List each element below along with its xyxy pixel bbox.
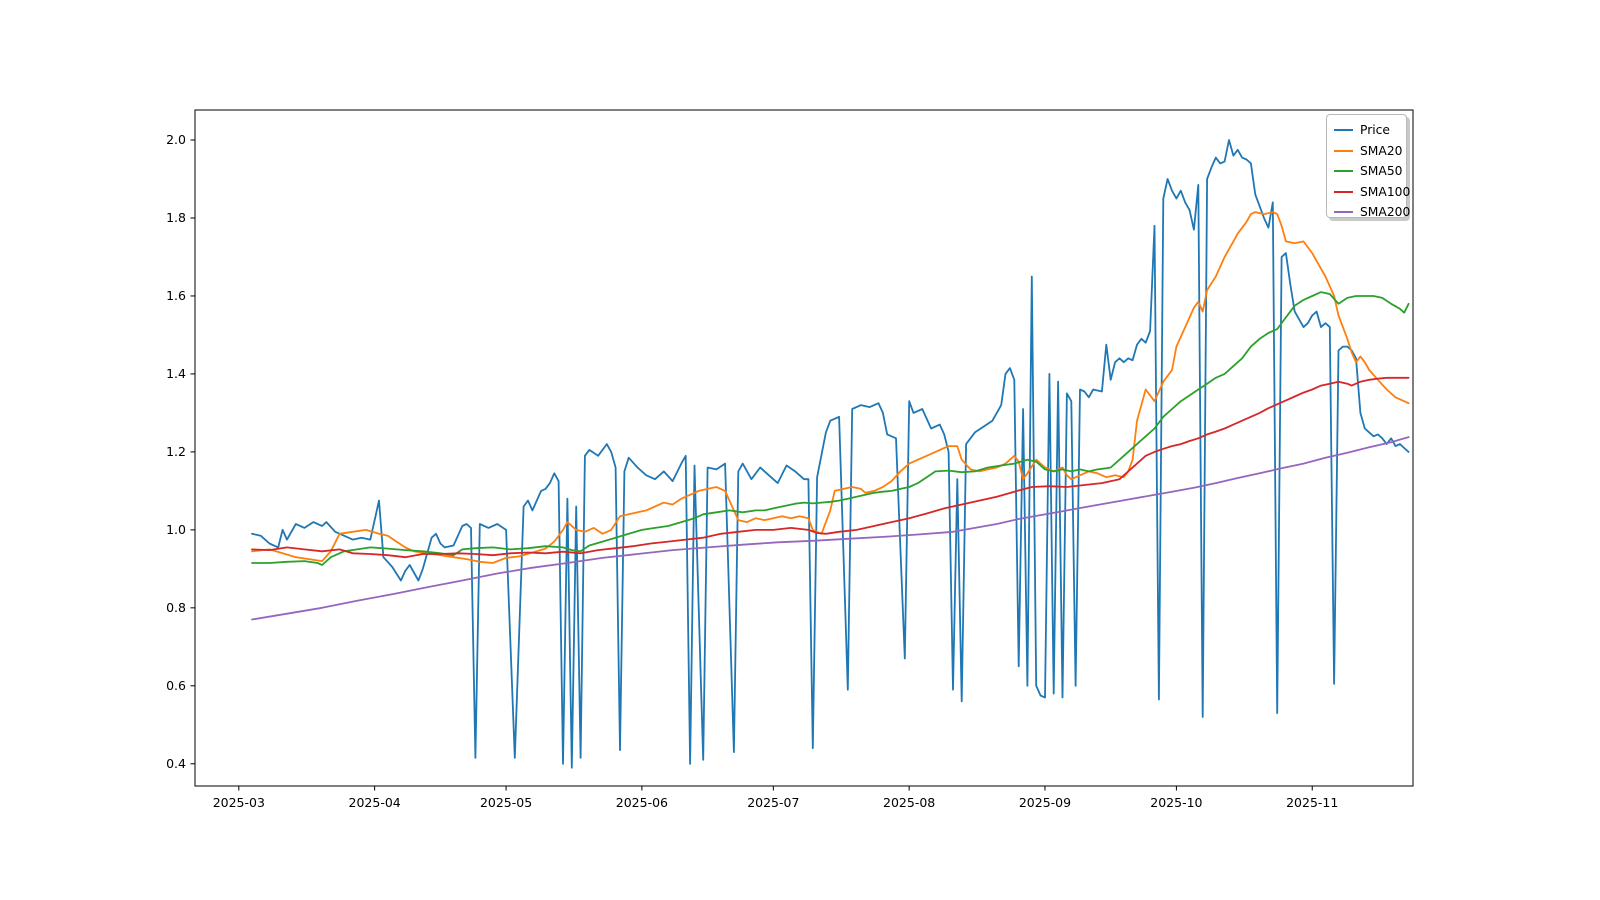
y-tick-label: 2.0	[166, 132, 186, 147]
legend-swatch-price	[1334, 129, 1353, 132]
plot-border	[194, 109, 1414, 787]
legend-label: SMA50	[1360, 164, 1403, 179]
legend-swatch-sma20	[1334, 149, 1353, 152]
x-tick-label: 2025-08	[883, 795, 935, 810]
legend-label: SMA20	[1360, 143, 1403, 158]
legend-label: SMA100	[1360, 184, 1411, 199]
legend-label: SMA200	[1360, 205, 1411, 220]
series-line-sma50	[251, 291, 1410, 566]
series-line-sma100	[251, 376, 1410, 559]
y-tick-label: 1.2	[166, 444, 186, 459]
legend-swatch-sma200	[1334, 211, 1353, 214]
y-tick-label: 1.6	[166, 288, 186, 303]
x-tick-label: 2025-04	[349, 795, 401, 810]
x-tick-label: 2025-03	[213, 795, 265, 810]
legend-item-price: Price	[1334, 120, 1402, 141]
x-tick-label: 2025-09	[1019, 795, 1071, 810]
series-line-sma20	[251, 211, 1410, 564]
x-tick-label: 2025-10	[1150, 795, 1202, 810]
legend-swatch-sma100	[1334, 190, 1353, 193]
series-line-sma200	[251, 436, 1410, 621]
y-tick-label: 1.8	[166, 210, 186, 225]
x-tick-label: 2025-11	[1286, 795, 1338, 810]
legend-item-sma200: SMA200	[1334, 202, 1410, 223]
y-tick-label: 0.8	[166, 600, 186, 615]
x-tick-label: 2025-06	[616, 795, 668, 810]
y-tick-label: 1.0	[166, 522, 186, 537]
legend-item-sma100: SMA100	[1334, 182, 1410, 203]
legend-label: Price	[1360, 123, 1390, 138]
legend: Price SMA20 SMA50 SMA100 SMA200	[1326, 114, 1410, 219]
y-tick-label: 0.6	[166, 678, 186, 693]
y-tick-label: 0.4	[166, 756, 186, 771]
x-tick-label: 2025-05	[480, 795, 532, 810]
legend-swatch-sma50	[1334, 170, 1353, 173]
x-tick-label: 2025-07	[747, 795, 799, 810]
legend-item-sma50: SMA50	[1334, 161, 1402, 182]
legend-item-sma20: SMA20	[1334, 141, 1402, 162]
y-tick-label: 1.4	[166, 366, 186, 381]
series-line-price	[251, 139, 1410, 769]
